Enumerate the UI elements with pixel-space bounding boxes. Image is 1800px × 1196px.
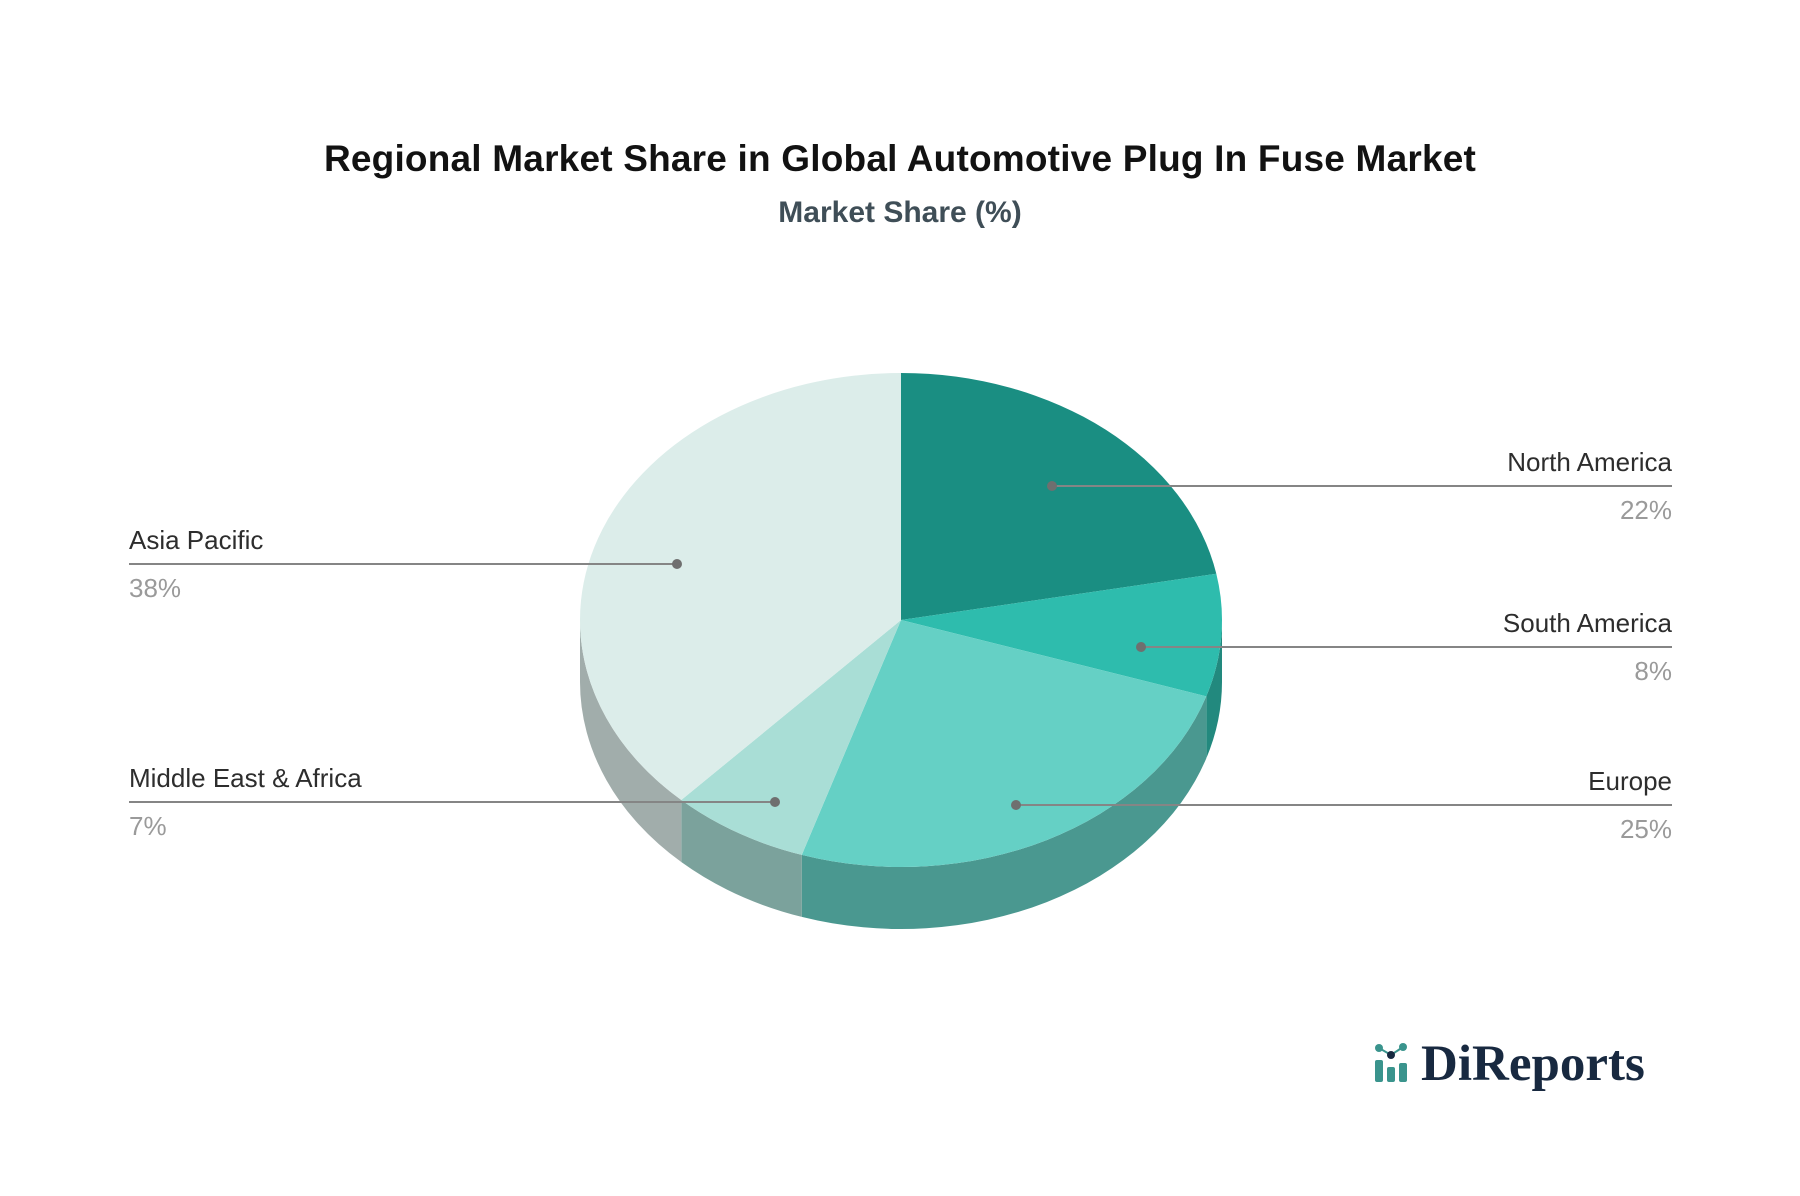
leader-dot [770,797,780,807]
leader-dot [1047,481,1057,491]
brand-logo-text: DiReports [1421,1036,1645,1092]
slice-value-north-america: 22% [1619,495,1672,525]
chart-subtitle: Market Share (%) [778,196,1022,229]
leader-dot [1136,642,1146,652]
slice-label-europe: Europe [1588,766,1672,796]
slice-value-middle-east-africa: 7% [129,811,167,841]
chart-title: Regional Market Share in Global Automoti… [323,138,1477,179]
slice-label-middle-east-africa: Middle East & Africa [129,763,362,793]
slice-value-south-america: 8% [1634,656,1672,686]
slice-label-asia-pacific: Asia Pacific [129,525,264,555]
pie-slice-north-america [901,373,1217,620]
leader-dot [672,559,682,569]
pie-slice-side [681,800,802,917]
slice-label-south-america: South America [1502,608,1672,638]
pie-slice-side [801,696,1207,929]
slice-label-north-america: North America [1507,447,1672,477]
slice-value-europe: 25% [1619,814,1672,844]
bar-line-chart-icon [1375,1043,1407,1082]
pie-slice-side [1206,620,1222,759]
pie-slice-south-america [901,573,1222,697]
pie-slice-asia-pacific [579,373,901,801]
leader-dot [1011,800,1021,810]
brand-logo: DiReports [1372,1036,1645,1092]
pie-slice-middle-east-africa [681,620,901,855]
slice-value-asia-pacific: 38% [129,573,182,603]
